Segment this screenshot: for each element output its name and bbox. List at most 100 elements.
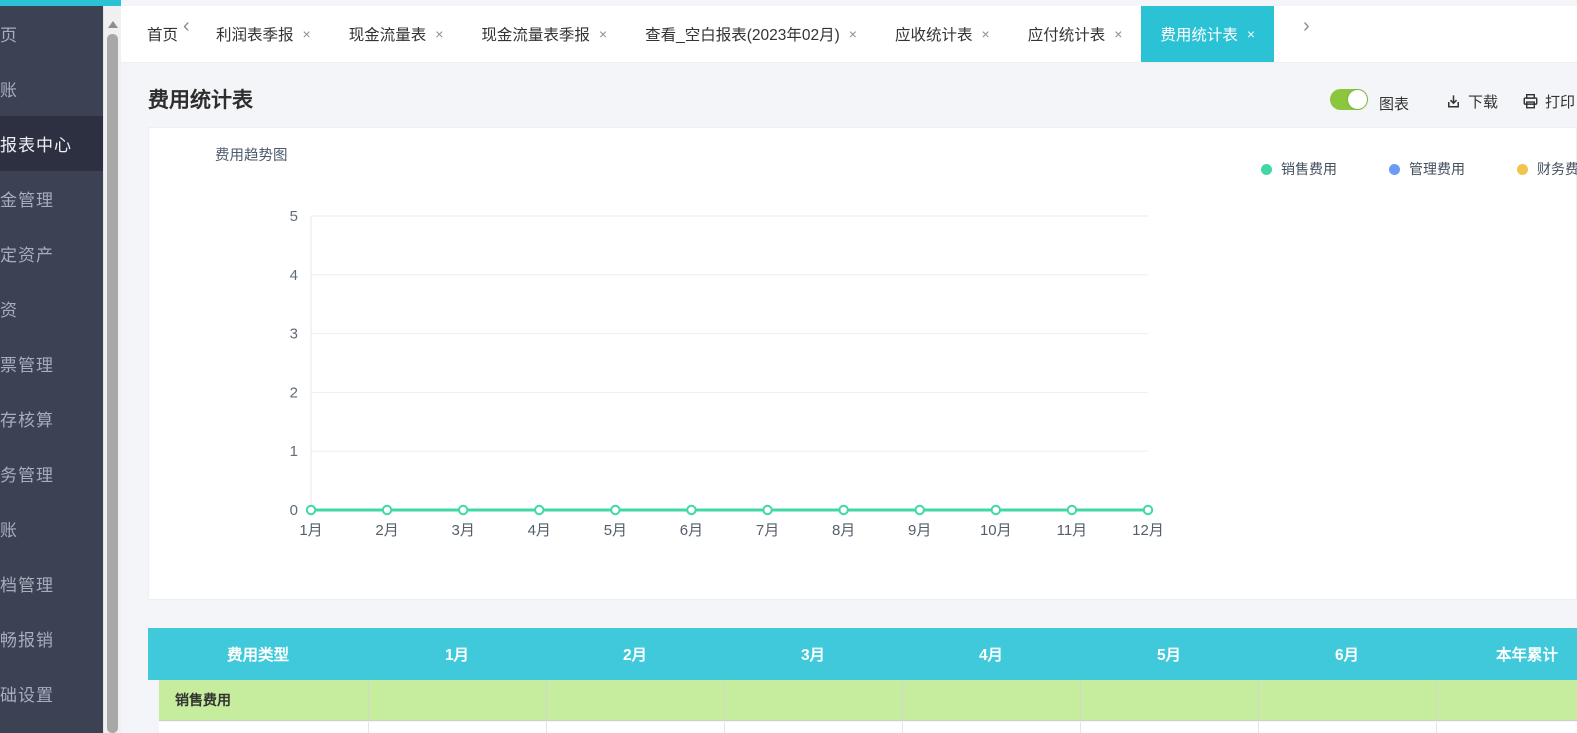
value-cell <box>902 680 1080 720</box>
sidebar-item-金管理[interactable]: 金管理 <box>0 191 54 210</box>
svg-text:1月: 1月 <box>299 522 322 539</box>
tab-label: 查看_空白报表(2023年02月) <box>645 27 840 44</box>
legend-item-管理费用[interactable]: 管理费用 <box>1389 159 1465 179</box>
sidebar-item-报表中心[interactable]: 报表中心 <box>0 116 103 171</box>
sidebar-item-存核算[interactable]: 存核算 <box>0 411 54 430</box>
table-header-cell-2月: 2月 <box>622 647 648 664</box>
table-header-cell-6月: 6月 <box>1334 647 1360 664</box>
tab-close-icon[interactable]: × <box>598 26 608 42</box>
svg-text:7月: 7月 <box>756 522 779 539</box>
sidebar-item-账[interactable]: 账 <box>0 81 18 100</box>
scrollbar-thumb[interactable] <box>107 34 118 733</box>
sidebar-item-票管理[interactable]: 票管理 <box>0 356 54 375</box>
table-header-cell-5月: 5月 <box>1156 647 1182 664</box>
sidebar-item-档管理[interactable]: 档管理 <box>0 576 54 595</box>
legend-dot-icon <box>1261 163 1272 175</box>
sidebar-item-畅报销[interactable]: 畅报销 <box>0 631 54 650</box>
svg-text:11月: 11月 <box>1057 522 1088 539</box>
sidebar-scrollbar[interactable] <box>103 6 121 733</box>
tab-close-icon[interactable]: × <box>981 26 990 42</box>
tab-close-icon[interactable]: × <box>302 26 311 42</box>
tab-费用统计表[interactable]: 费用统计表 × <box>1141 6 1275 62</box>
svg-text:0: 0 <box>290 502 298 519</box>
toggle-knob <box>1348 90 1367 109</box>
value-cell <box>368 722 546 733</box>
sidebar-item-账[interactable]: 账 <box>0 521 18 540</box>
legend-label: 管理费用 <box>1409 161 1465 177</box>
expense-trend-chart-card: 费用趋势图 销售费用 管理费用 财务费用 0 1 2 3 4 5 1月 2月 3月 4月 5月 6月 7月 8… <box>148 127 1577 600</box>
legend-item-销售费用[interactable]: 销售费用 <box>1261 159 1337 179</box>
tab-现金流量表[interactable]: 现金流量表 × <box>330 6 463 62</box>
table-row[interactable]: 销售费用 <box>159 680 1577 721</box>
table-header-cell-1月: 1月 <box>444 647 470 664</box>
sidebar-item-务管理[interactable]: 务管理 <box>0 466 54 485</box>
tab-close-icon[interactable]: × <box>435 26 444 42</box>
sidebar-item-资[interactable]: 资 <box>0 301 18 320</box>
tab-label: 首页 <box>147 27 179 44</box>
svg-text:8月: 8月 <box>832 522 855 539</box>
table-next-columns-arrow[interactable]: › <box>1303 14 1310 37</box>
value-cell <box>546 680 724 720</box>
table-header-cell-本年累计: 本年累计 <box>1496 647 1559 664</box>
download-label: 下载 <box>1468 94 1499 111</box>
value-cell <box>368 680 546 720</box>
svg-text:12月: 12月 <box>1132 522 1164 539</box>
table-header-cell-费用类型: 费用类型 <box>226 647 289 664</box>
tab-label: 现金流量表季报 <box>481 27 590 44</box>
download-button[interactable]: 下载 <box>1445 91 1498 112</box>
sidebar-item-定资产[interactable]: 定资产 <box>0 246 54 265</box>
value-cell <box>1080 722 1258 733</box>
sidebar-item-页[interactable]: 页 <box>0 26 18 45</box>
value-cell <box>724 722 902 733</box>
value-cell <box>546 722 724 733</box>
value-cell <box>1258 722 1436 733</box>
svg-text:6月: 6月 <box>680 522 703 539</box>
scrollbar-up-arrow-icon[interactable] <box>108 21 118 28</box>
legend-item-财务费用[interactable]: 财务费用 <box>1517 159 1577 179</box>
download-icon <box>1445 93 1462 110</box>
svg-text:5月: 5月 <box>604 522 627 539</box>
sidebar-item-础设置[interactable]: 础设置 <box>0 686 54 705</box>
value-cell <box>902 722 1080 733</box>
svg-text:4: 4 <box>290 267 298 284</box>
table-header-cell-3月: 3月 <box>800 647 826 664</box>
svg-text:3: 3 <box>290 326 298 343</box>
tab-现金流量表季报[interactable]: 现金流量表季报 × <box>462 6 626 62</box>
value-cell <box>1436 722 1577 733</box>
svg-text:3月: 3月 <box>452 522 475 539</box>
value-cell <box>724 680 902 720</box>
svg-text:5: 5 <box>290 208 298 225</box>
expense-table-header: 费用类型 1月 2月 3月 4月 5月 6月 本年累计 <box>148 628 1577 680</box>
legend-label: 销售费用 <box>1281 161 1337 177</box>
tab-label: 应收统计表 <box>894 27 973 44</box>
print-button[interactable]: 打印 <box>1522 91 1575 112</box>
svg-text:2月: 2月 <box>375 522 398 539</box>
tab-查看_空白报表(2023年02月)[interactable]: 查看_空白报表(2023年02月) × <box>626 6 876 62</box>
svg-text:1: 1 <box>290 443 298 460</box>
tab-利润表季报[interactable]: 利润表季报 × <box>197 6 330 62</box>
table-row[interactable] <box>159 722 1577 733</box>
tab-应付统计表[interactable]: 应付统计表 × <box>1009 6 1142 62</box>
sidebar: 页账报表中心 金管理 定资产资票管理 存核算 务管理账档管理 畅报销 础设置 <box>0 6 103 733</box>
legend-label: 财务费用 <box>1537 161 1577 177</box>
svg-text:2: 2 <box>290 384 298 401</box>
row-label-cell <box>159 722 368 733</box>
legend-dot-icon <box>1517 163 1528 175</box>
tab-应收统计表[interactable]: 应收统计表 × <box>876 6 1009 62</box>
chart-toggle-switch[interactable] <box>1330 89 1368 110</box>
tab-label: 应付统计表 <box>1027 27 1106 44</box>
print-label: 打印 <box>1545 94 1576 111</box>
tab-close-icon[interactable]: × <box>848 26 857 42</box>
table-prev-columns-arrow[interactable]: ‹ <box>183 14 190 37</box>
top-accent-strip <box>0 0 121 6</box>
tab-close-icon[interactable]: × <box>1246 26 1256 42</box>
tab-首页[interactable]: 首页 <box>128 6 197 62</box>
chart-legend: 销售费用 管理费用 财务费用 <box>1261 159 1577 179</box>
svg-text:9月: 9月 <box>908 522 931 539</box>
tab-close-icon[interactable]: × <box>1114 26 1123 42</box>
page-title: 费用统计表 <box>148 89 253 112</box>
value-cell <box>1080 680 1258 720</box>
chart-toggle-label: 图表 <box>1379 96 1410 113</box>
trend-line-chart: 0 1 2 3 4 5 1月 2月 3月 4月 5月 6月 7月 8月 9月 10月 11月 12月 <box>290 208 1164 539</box>
chart-title: 费用趋势图 <box>215 148 288 164</box>
